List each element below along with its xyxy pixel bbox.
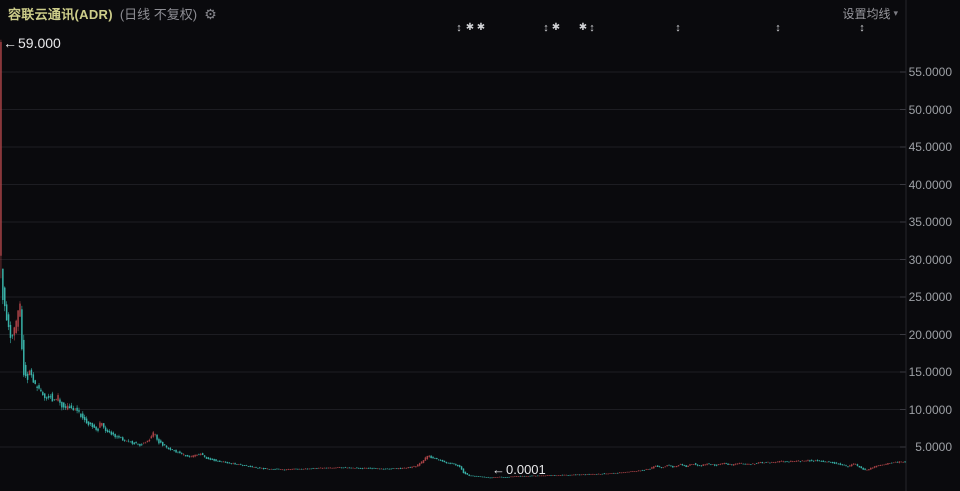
split-marker-icon[interactable]: ↕ [543,22,549,34]
y-axis-tick-label: 10.0000 [908,402,952,417]
y-axis-tick-label: 50.0000 [908,102,952,117]
chart-header: 容联云通讯(ADR) (日线 不复权) ⚙ [8,4,217,23]
split-marker-icon[interactable]: ↕ [589,22,595,34]
dividend-marker-icon[interactable]: ✱ [465,22,475,33]
high-price-annotation: ←59.000 [3,35,61,51]
y-axis-tick-label: 45.0000 [908,140,952,154]
y-axis-tick-label: 25.0000 [908,290,952,304]
y-axis-tick-label: 30.0000 [908,252,952,267]
high-price-value: 59.000 [18,35,61,51]
split-marker-icon[interactable]: ↕ [456,22,462,34]
dividend-marker-icon[interactable]: ✱ [551,22,561,33]
low-price-value: 0.0001 [506,462,546,477]
dividend-marker-icon[interactable]: ✱ [578,22,588,33]
ma-settings-label: 设置均线 [842,7,891,21]
y-axis-tick-label: 55.0000 [908,65,952,79]
y-axis-tick-label: 5.0000 [915,440,952,454]
dividend-marker-icon[interactable]: ✱ [476,22,486,33]
y-axis-tick-label: 20.0000 [908,327,952,342]
ma-settings-button[interactable]: 设置均线 ▾ [842,5,898,22]
y-axis-tick-label: 35.0000 [908,215,952,229]
chart-subtitle: (日线 不复权) [119,7,198,22]
y-axis-tick-label: 40.0000 [908,177,952,192]
left-arrow-icon: ← [3,35,17,51]
chevron-down-icon: ▾ [893,8,898,18]
split-marker-icon[interactable]: ↕ [675,22,681,34]
y-axis-tick-label: 15.0000 [908,365,952,379]
chart-title: 容联云通讯(ADR) [8,7,113,22]
split-marker-icon[interactable]: ↕ [859,22,865,34]
gear-icon[interactable]: ⚙ [204,5,217,22]
low-price-annotation: ←0.0001 [492,462,546,477]
left-arrow-icon: ← [492,462,505,477]
split-marker-icon[interactable]: ↕ [775,22,781,34]
